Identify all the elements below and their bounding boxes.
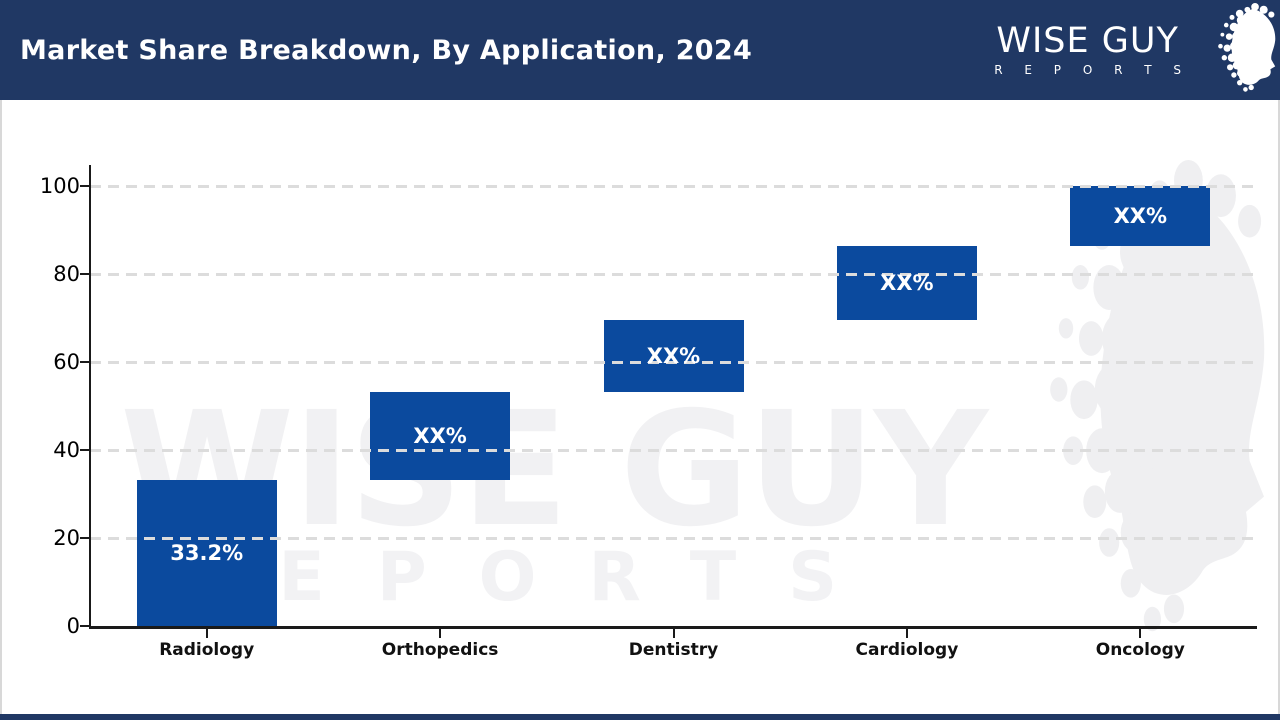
- x-tick: [1139, 629, 1142, 638]
- x-category-label: Dentistry: [628, 640, 719, 660]
- y-tick-label: 60: [53, 350, 80, 374]
- bar-value-label: XX%: [413, 423, 467, 448]
- y-tick: [80, 537, 89, 539]
- brand-name: WISE GUY: [996, 21, 1179, 61]
- dotted-head-icon: [1218, 3, 1276, 92]
- bar-value-label: 33.2%: [170, 540, 244, 565]
- gridline: [90, 273, 1257, 276]
- footer-accent-bar: [0, 714, 1280, 720]
- bar-value-label: XX%: [1113, 203, 1168, 228]
- brand-subtitle: R E P O R T S: [994, 63, 1190, 77]
- y-tick: [80, 185, 89, 187]
- waterfall-plot: 0 20 40 60 80 100 33.2% Radiology XX% Orthopedics…: [2, 100, 1278, 714]
- brand-logo: WISE GUY R E P O R T S: [985, 0, 1280, 100]
- gridline: [90, 449, 1257, 452]
- gridline: [90, 185, 1257, 188]
- page-title: Market Share Breakdown, By Application, …: [20, 34, 753, 66]
- bar: [603, 319, 744, 392]
- x-category-label: Orthopedics: [381, 640, 499, 660]
- y-tick-label: 40: [53, 438, 80, 462]
- y-axis: [89, 165, 91, 628]
- x-tick: [672, 629, 675, 638]
- bar-value-label: XX%: [646, 343, 701, 368]
- y-tick: [80, 625, 89, 627]
- y-tick-label: 0: [66, 614, 80, 638]
- chart-canvas: WISE GUY REPORTS 0 20 40 60 80 100 33.2% Radiol…: [0, 100, 1280, 714]
- y-tick: [80, 449, 89, 451]
- bar: [1070, 186, 1211, 246]
- y-tick-label: 80: [53, 262, 80, 286]
- y-tick: [80, 361, 89, 363]
- gridline: [90, 361, 1257, 364]
- bar-value-label: XX%: [880, 270, 934, 295]
- x-category-label: Oncology: [1095, 640, 1185, 660]
- watermark-subtext: REPORTS: [174, 538, 890, 617]
- y-tick-label: 20: [53, 526, 80, 550]
- y-tick-label: 100: [39, 174, 80, 198]
- header-bar: Market Share Breakdown, By Application, …: [0, 0, 1280, 100]
- bar: [136, 479, 277, 626]
- bar: [370, 391, 511, 480]
- bar: [836, 245, 977, 320]
- x-category-label: Radiology: [159, 640, 255, 660]
- x-axis: [89, 626, 1257, 629]
- x-tick: [439, 629, 442, 638]
- brand-logo-text: WISE GUY R E P O R T S: [985, 21, 1190, 77]
- y-tick: [80, 273, 89, 275]
- x-category-label: Cardiology: [855, 640, 959, 660]
- gridline: [90, 537, 1257, 540]
- x-tick: [205, 629, 208, 638]
- x-tick: [905, 629, 908, 638]
